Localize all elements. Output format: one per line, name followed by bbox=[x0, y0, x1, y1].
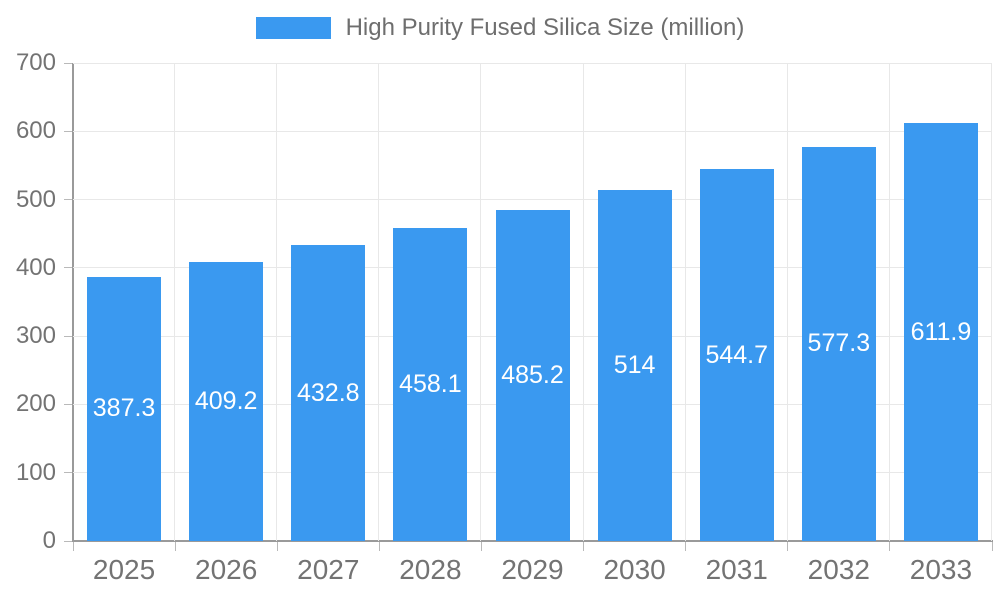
bar-2025[interactable]: 387.3 bbox=[87, 276, 162, 541]
y-tick-label: 100 bbox=[15, 458, 56, 486]
bar-value-label: 544.7 bbox=[705, 340, 768, 369]
y-axis-tick bbox=[64, 199, 72, 201]
y-tick-label: 200 bbox=[15, 390, 56, 418]
y-axis-tick bbox=[64, 335, 72, 337]
gridline-vertical bbox=[480, 63, 482, 541]
gridline-vertical bbox=[684, 63, 686, 541]
x-axis-tick bbox=[787, 542, 789, 551]
y-axis-tick bbox=[64, 267, 72, 269]
y-axis-tick bbox=[64, 62, 72, 64]
y-tick-label: 700 bbox=[15, 49, 56, 76]
bar-value-label: 432.8 bbox=[296, 378, 360, 407]
x-tick-label: 2028 bbox=[399, 554, 462, 585]
bar-value-label: 458.1 bbox=[399, 370, 462, 399]
legend-label: High Purity Fused Silica Size (million) bbox=[345, 14, 745, 41]
x-axis-tick bbox=[378, 542, 380, 551]
x-axis-tick bbox=[685, 542, 687, 551]
y-tick-label: 0 bbox=[42, 527, 56, 554]
gridline-vertical bbox=[991, 63, 992, 541]
x-axis-tick bbox=[276, 542, 278, 551]
x-axis-tick bbox=[174, 542, 176, 551]
gridline-vertical bbox=[378, 63, 380, 541]
bar-2026[interactable]: 409.2 bbox=[189, 261, 264, 541]
legend[interactable]: High Purity Fused Silica Size (million) bbox=[0, 14, 1000, 42]
y-axis-tick bbox=[64, 130, 72, 132]
y-axis-tick bbox=[64, 540, 72, 542]
bar-value-label: 409.2 bbox=[194, 386, 258, 415]
x-axis-line bbox=[72, 540, 993, 542]
x-tick-label: 2025 bbox=[92, 554, 156, 585]
x-tick-label: 2029 bbox=[501, 554, 564, 585]
legend-swatch-icon[interactable] bbox=[255, 17, 331, 39]
x-axis-tick bbox=[480, 542, 482, 551]
gridline-vertical bbox=[276, 63, 278, 541]
gridline-vertical bbox=[582, 63, 584, 541]
gridline-vertical bbox=[786, 63, 788, 541]
bar-2033[interactable]: 611.9 bbox=[903, 123, 978, 541]
plot-area: 0 100 200 300 400 500 600 700 2025 387.3 2026 409.2… bbox=[16, 49, 993, 585]
bar-2029[interactable]: 485.2 bbox=[495, 209, 570, 541]
bar-2030[interactable]: 514 bbox=[597, 190, 672, 541]
x-tick-label: 2026 bbox=[195, 554, 258, 585]
y-axis-line bbox=[72, 63, 74, 542]
x-tick-label: 2031 bbox=[705, 554, 768, 585]
y-axis-tick bbox=[64, 472, 72, 474]
x-tick-label: 2033 bbox=[909, 554, 973, 585]
gridline-horizontal bbox=[73, 130, 992, 132]
y-tick-label: 300 bbox=[15, 322, 56, 350]
bar-value-label: 387.3 bbox=[92, 394, 156, 423]
x-axis-tick bbox=[991, 542, 993, 551]
bar-2028[interactable]: 458.1 bbox=[393, 228, 468, 541]
x-tick-label: 2027 bbox=[297, 554, 360, 585]
bar-value-label: 485.2 bbox=[501, 360, 564, 389]
y-tick-label: 400 bbox=[15, 253, 56, 281]
x-axis-tick bbox=[72, 542, 74, 551]
x-axis-tick bbox=[583, 542, 585, 551]
gridline-horizontal bbox=[73, 62, 992, 64]
y-tick-label: 600 bbox=[15, 117, 56, 145]
gridline-horizontal bbox=[73, 199, 992, 201]
bar-value-label: 611.9 bbox=[910, 317, 972, 346]
bar-2031[interactable]: 544.7 bbox=[699, 169, 774, 541]
bar-2032[interactable]: 577.3 bbox=[801, 146, 876, 541]
y-tick-label: 500 bbox=[15, 185, 56, 213]
y-axis-tick bbox=[64, 403, 72, 405]
gridline-vertical bbox=[888, 63, 890, 541]
x-tick-label: 2030 bbox=[603, 554, 666, 585]
bar-value-label: 514 bbox=[613, 350, 656, 379]
bar-value-label: 577.3 bbox=[807, 329, 871, 358]
bar-2027[interactable]: 432.8 bbox=[291, 245, 366, 541]
gridline-vertical bbox=[174, 63, 176, 541]
x-axis-tick bbox=[889, 542, 891, 551]
x-tick-label: 2032 bbox=[807, 554, 870, 585]
